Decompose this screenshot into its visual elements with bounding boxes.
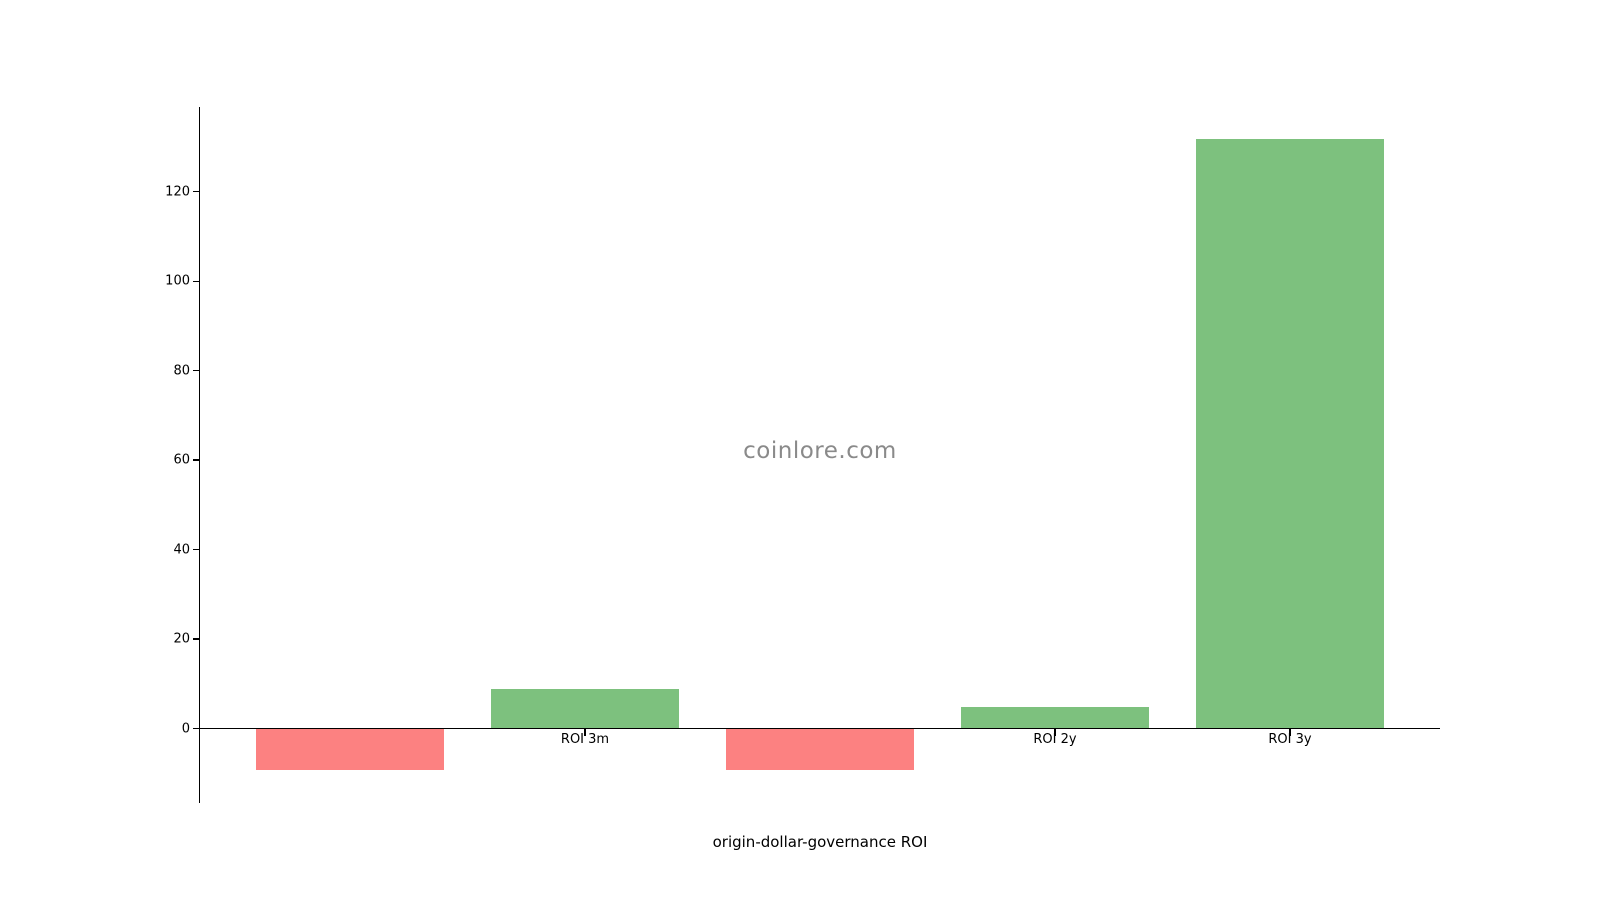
watermark: coinlore.com [743, 438, 897, 464]
y-tick [193, 548, 200, 551]
x-tick [1289, 728, 1291, 736]
y-tick [193, 191, 200, 193]
chart-title: origin-dollar-governance ROI [712, 833, 928, 851]
y-tick-label: 0 [181, 721, 190, 736]
y-tick-label: 100 [165, 273, 190, 289]
bar [1196, 138, 1384, 729]
y-tick-label: 80 [173, 363, 190, 379]
bar [491, 688, 679, 729]
bar [726, 729, 914, 771]
y-tick [193, 459, 200, 461]
y-tick [193, 370, 200, 372]
x-tick-label: ROI 3y [1268, 732, 1312, 747]
y-tick-label: 20 [173, 631, 190, 647]
y-tick-label: 60 [173, 452, 190, 468]
y-tick-label: 120 [165, 184, 190, 200]
x-tick-label: ROI 3m [560, 732, 610, 747]
x-tick [1054, 728, 1056, 736]
bar [256, 729, 444, 771]
y-tick [193, 280, 200, 282]
x-tick-label: ROI 2y [1033, 732, 1077, 747]
y-tick [193, 638, 200, 640]
bar [961, 706, 1149, 729]
y-axis-spine [198, 107, 200, 803]
x-tick [584, 728, 586, 736]
y-tick-label: 40 [173, 542, 190, 558]
y-tick [193, 727, 200, 730]
x-axis-line [198, 727, 1440, 730]
